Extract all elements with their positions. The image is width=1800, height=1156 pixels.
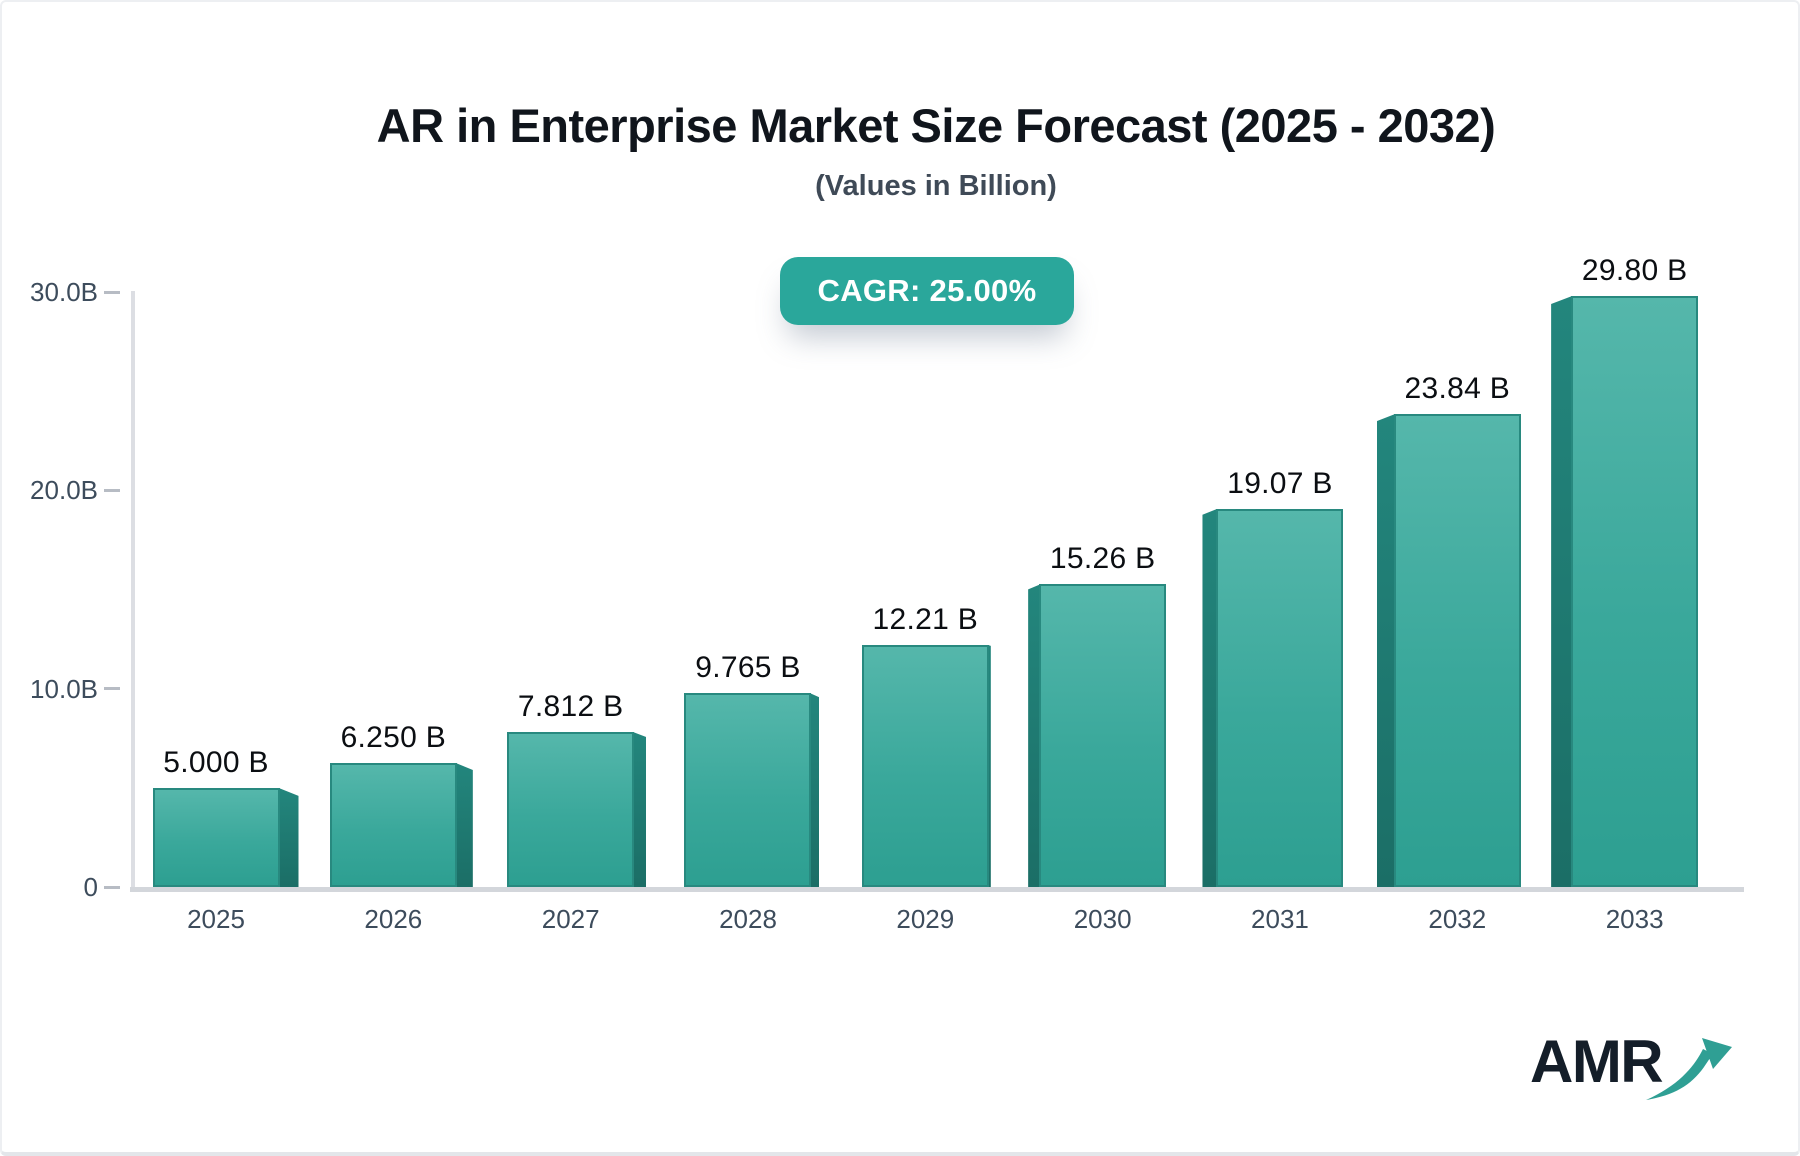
bar (507, 732, 635, 887)
amr-logo: AMR (1530, 1032, 1734, 1104)
y-tick-mark (104, 687, 120, 691)
y-tick-mark (104, 885, 120, 889)
bar-side-face (633, 732, 647, 887)
x-axis-label: 2029 (896, 904, 955, 934)
bar-value-label: 9.765 B (695, 651, 801, 685)
bar (1393, 414, 1521, 887)
amr-logo-text: AMR (1530, 1028, 1664, 1095)
y-tick-label: 30.0B (30, 277, 98, 307)
bar-side-face (1028, 584, 1041, 887)
bar (329, 763, 457, 887)
bar-value-label: 19.07 B (1227, 466, 1333, 500)
bar (1571, 295, 1699, 887)
bar-side-face (1202, 508, 1218, 887)
bar-side-face (455, 763, 473, 887)
y-axis-line (131, 291, 135, 889)
bar-side-face (810, 693, 820, 887)
x-axis-label: 2027 (541, 904, 600, 934)
bar-value-label: 7.812 B (517, 690, 624, 724)
bar-side-face (278, 787, 299, 887)
x-axis-label: 2030 (1073, 904, 1132, 934)
chart-subtitle: (Values in Billion) (815, 170, 1057, 202)
x-axis-label: 2028 (719, 904, 777, 934)
bar-value-label: 23.84 B (1404, 372, 1511, 406)
bar-value-label: 12.21 B (872, 602, 979, 636)
y-tick-mark (104, 290, 120, 294)
bar-side-face (1551, 295, 1573, 887)
bar-value-label: 29.80 B (1581, 253, 1688, 287)
y-tick-label: 10.0B (30, 673, 98, 704)
cagr-badge: CAGR: 25.00% (780, 257, 1074, 325)
y-tick-label: 0 (83, 872, 98, 902)
trend-up-arrow-icon (1646, 1038, 1733, 1100)
bar (1216, 508, 1344, 887)
x-axis-label: 2025 (187, 904, 245, 934)
chart-title: AR in Enterprise Market Size Forecast (2… (376, 99, 1496, 152)
bar (684, 693, 812, 887)
bar (861, 644, 989, 887)
x-axis-label: 2031 (1251, 904, 1309, 934)
x-axis-label: 2033 (1605, 904, 1664, 934)
bar-side-face (987, 644, 991, 887)
y-tick-label: 20.0B (30, 475, 98, 506)
bar-value-label: 5.000 B (163, 745, 269, 779)
bar-value-label: 15.26 B (1049, 542, 1156, 576)
bar-side-face (1376, 414, 1395, 887)
y-tick-mark (104, 488, 120, 492)
x-axis-line (130, 887, 1744, 892)
bar (1039, 584, 1167, 887)
bar (152, 787, 280, 887)
bar-value-label: 6.250 B (340, 721, 447, 755)
x-axis-label: 2026 (364, 904, 423, 934)
x-axis-label: 2032 (1428, 904, 1487, 934)
